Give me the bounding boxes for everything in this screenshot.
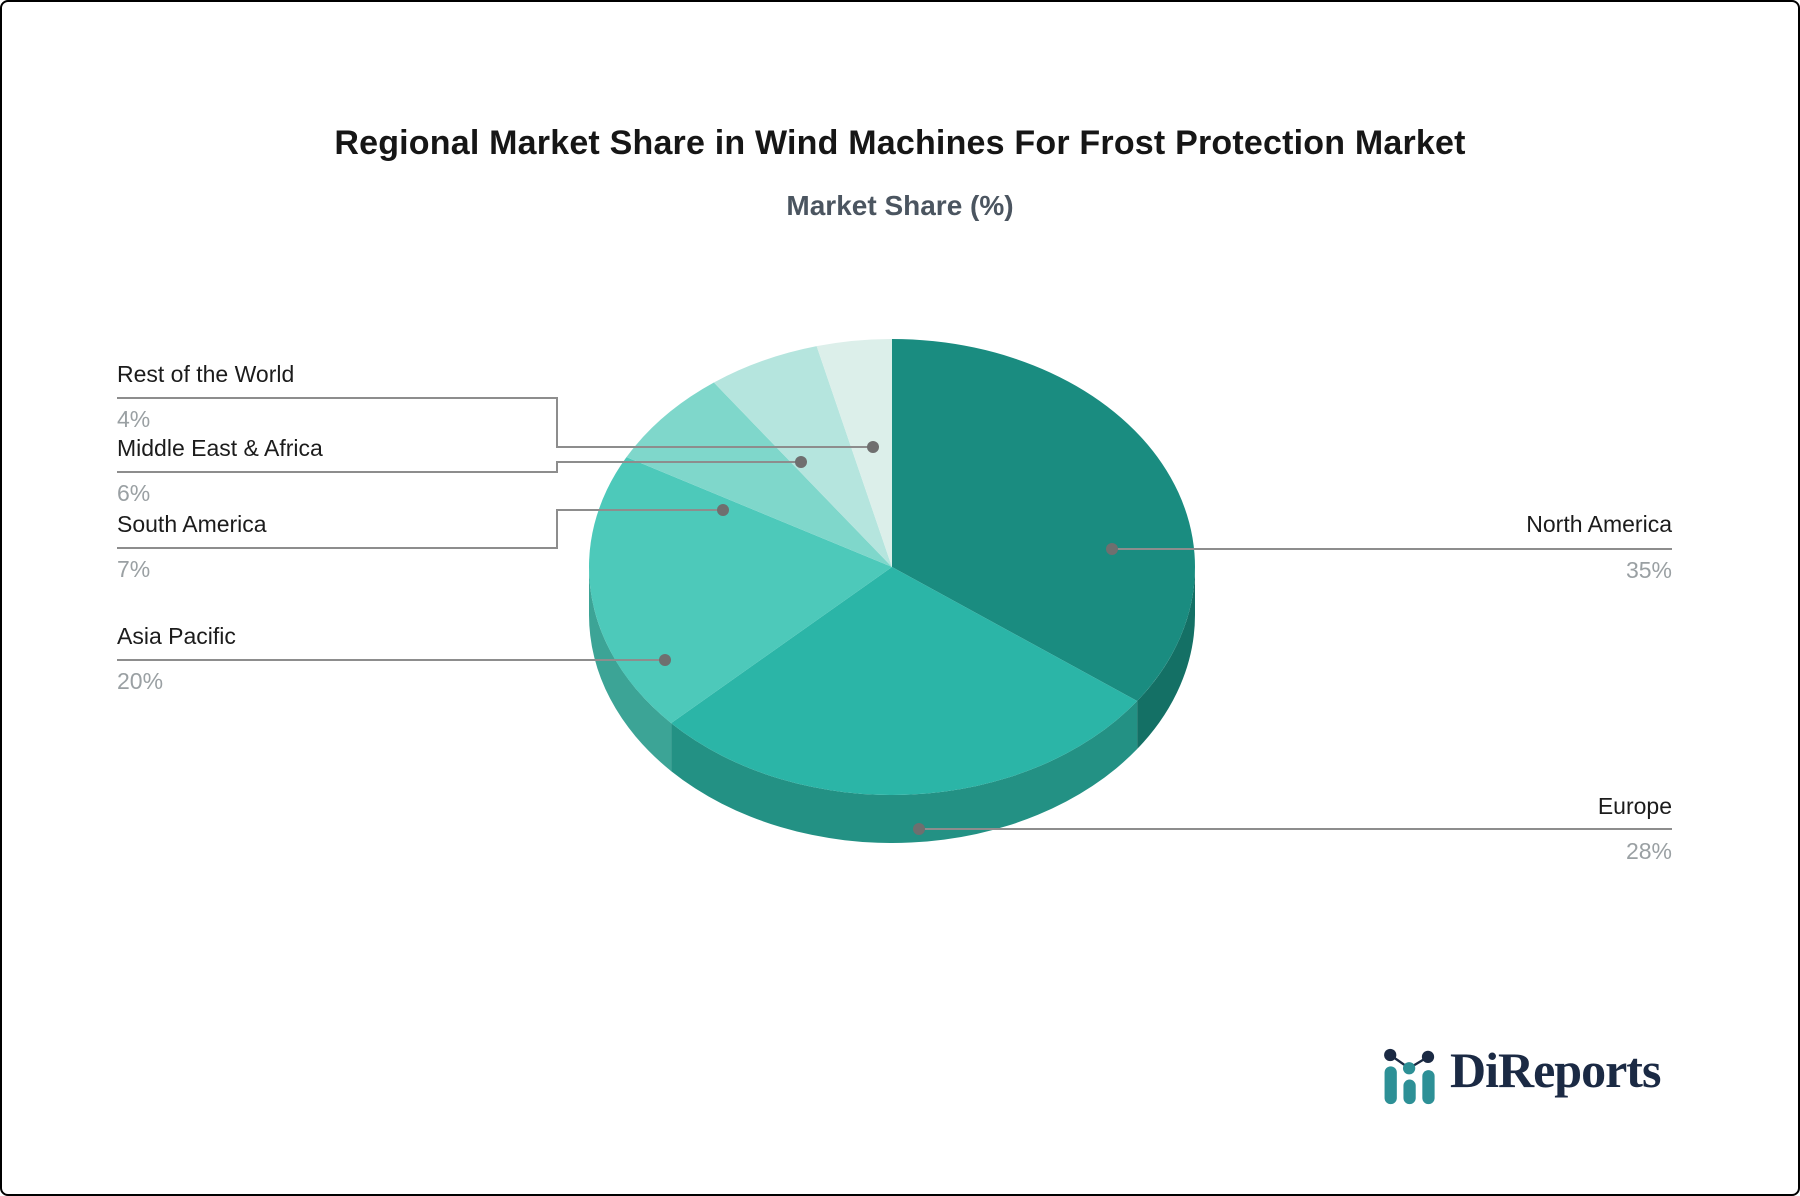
connector-dot-rest-of-world [867,441,879,453]
callout-value: 4% [117,406,151,432]
pie-slice-south-america [626,382,892,567]
callout-rest-of-world: Rest of the World [117,360,577,388]
callout-label: Middle East & Africa [117,435,323,461]
callout-value: 7% [117,556,151,582]
connector-line-south-america [117,509,723,549]
connector-dot-middle-east-africa [795,456,807,468]
pie-slice-depth-europe [671,701,1138,843]
callout-europe-value: 28% [1252,837,1672,865]
callout-label: North America [1526,511,1672,537]
pie-slice-north-america [892,339,1196,702]
callout-north-america-value: 35% [1252,556,1672,584]
callout-south-america: South America [117,510,577,538]
pie-slice-depth-north-america [1137,567,1195,750]
callout-middle-east-africa-value: 6% [117,479,577,507]
pie-slice-europe [671,567,1138,796]
connector-dot-europe [913,823,925,835]
callout-europe: Europe [1252,792,1672,820]
callout-middle-east-africa: Middle East & Africa [117,434,577,462]
pie-slice-rest-of-world [816,339,892,567]
connector-dot-asia-pacific [659,654,671,666]
callout-value: 28% [1625,838,1672,864]
pie-slice-depth-asia-pacific [589,567,672,772]
chart-title: Regional Market Share in Wind Machines F… [334,124,1466,162]
callout-rest-of-world-value: 4% [117,405,577,433]
connector-line-rest-of-world [117,397,873,448]
bar-chart-logo-icon [1384,1048,1435,1105]
callout-label: Asia Pacific [117,623,236,649]
callout-north-america: North America [1252,510,1672,538]
callout-label: South America [117,511,267,537]
callout-value: 6% [117,480,151,506]
callout-asia-pacific-value: 20% [117,667,577,695]
connector-dot-north-america [1106,543,1118,555]
callout-asia-pacific: Asia Pacific [117,622,577,650]
callout-label: Europe [1597,793,1672,819]
callout-value: 35% [1625,557,1672,583]
callout-south-america-value: 7% [117,555,577,583]
callout-label: Rest of the World [117,361,295,387]
connector-dot-south-america [717,504,729,516]
connector-line-middle-east-africa [117,461,801,473]
chart-subtitle: Market Share (%) [786,190,1014,221]
brand-logo: DiReports [1380,1038,1661,1106]
callout-value: 20% [117,668,164,694]
brand-logo-text: DiReports [1450,1042,1661,1098]
